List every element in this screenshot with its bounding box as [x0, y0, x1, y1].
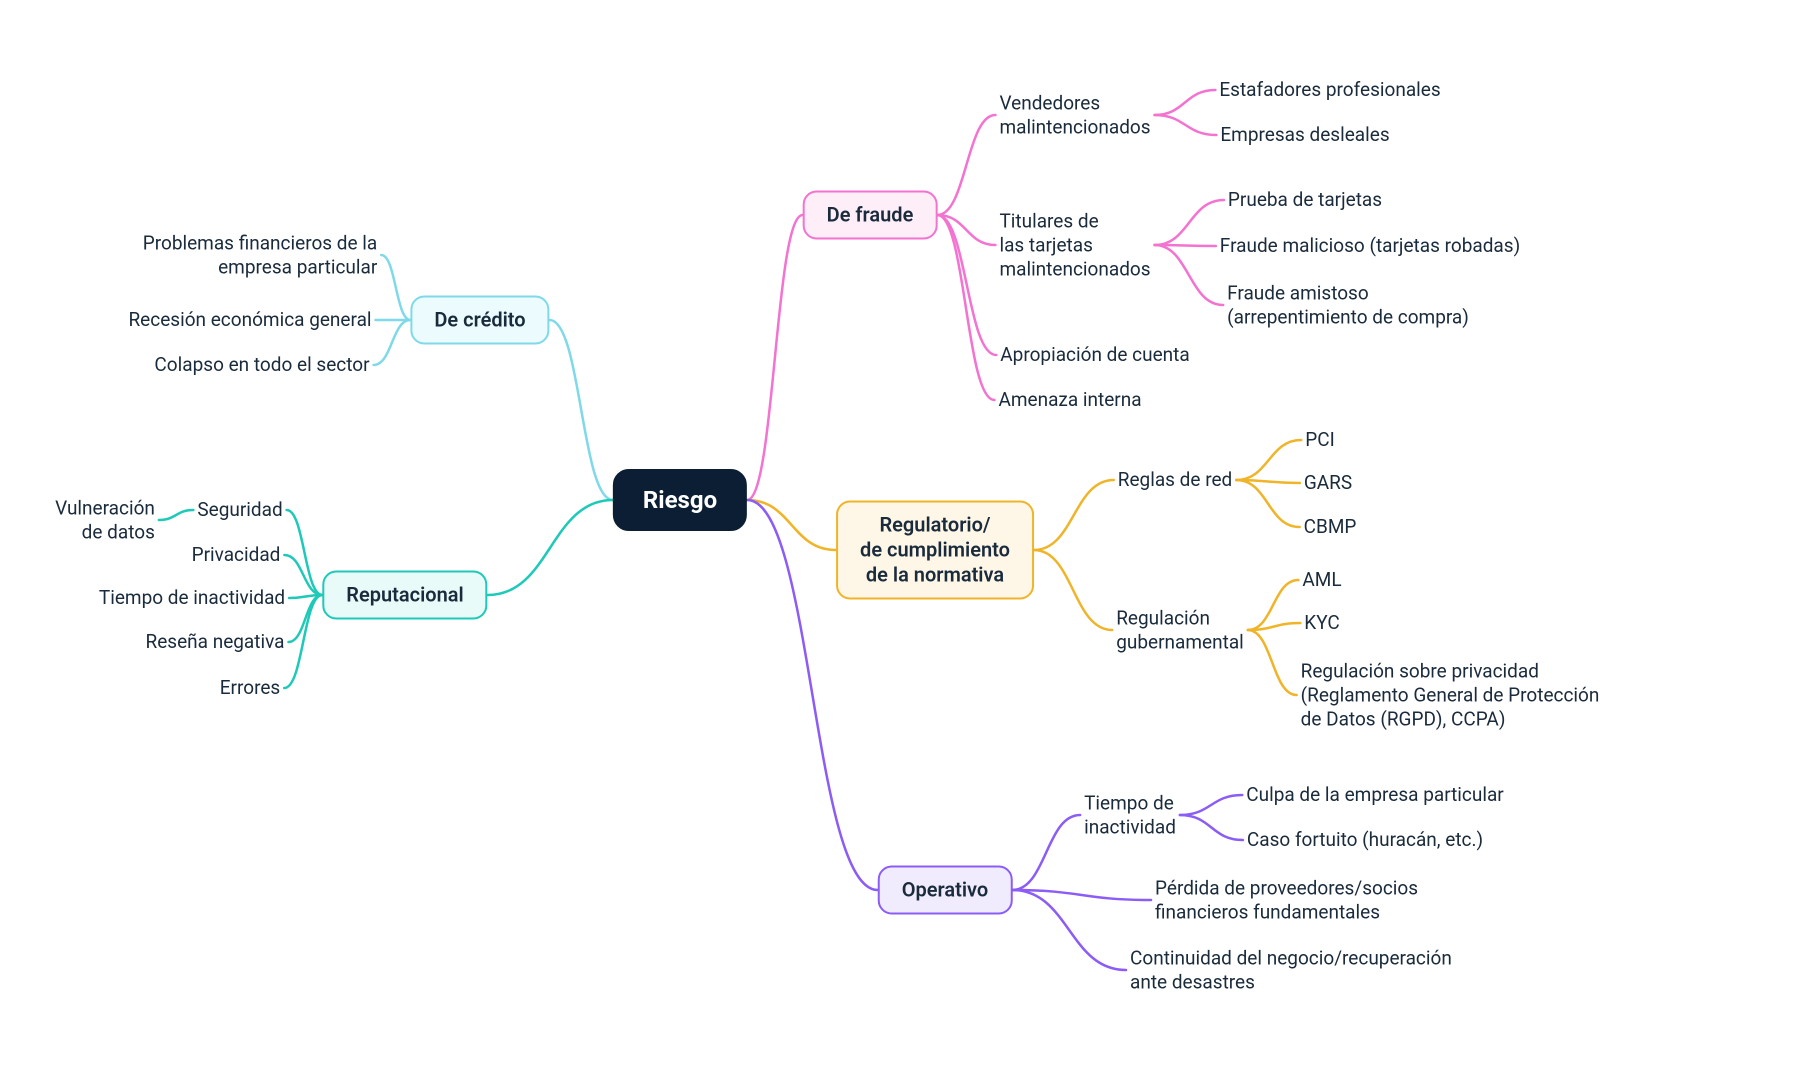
- node-reg-gov-3-label: Regulación sobre privacidad (Reglamento …: [1301, 659, 1600, 730]
- node-credit-1: Problemas financieros de la empresa part…: [143, 231, 378, 279]
- branch-operational-label: Operativo: [902, 878, 989, 902]
- node-fr-card: Titulares de las tarjetas malintencionad…: [999, 209, 1150, 280]
- node-rep-sec-1-label: Vulneración de datos: [55, 496, 155, 543]
- node-rep-down: Tiempo de inactividad: [99, 586, 285, 610]
- node-fr-card-3-label: Fraude amistoso (arrepentimiento de comp…: [1227, 281, 1469, 328]
- branch-reputational: Reputacional: [322, 571, 487, 620]
- node-op-loss-label: Pérdida de proveedores/socios financiero…: [1155, 876, 1418, 923]
- node-fr-vend-1: Estafadores profesionales: [1219, 78, 1440, 102]
- node-credit-3: Colapso en todo el sector: [154, 353, 369, 377]
- node-fr-ins: Amenaza interna: [998, 388, 1141, 412]
- node-reg-net-3-label: CBMP: [1304, 515, 1357, 538]
- node-op-down-1-label: Culpa de la empresa particular: [1246, 783, 1504, 806]
- node-op-bcdr: Continuidad del negocio/recuperación ant…: [1130, 946, 1490, 994]
- node-rep-neg: Reseña negativa: [145, 630, 284, 654]
- node-reg-gov-label: Regulación gubernamental: [1116, 606, 1244, 653]
- node-reg-net-1-label: PCI: [1305, 428, 1335, 451]
- node-fr-vend: Vendedores malintencionados: [999, 91, 1150, 139]
- node-fr-vend-label: Vendedores malintencionados: [999, 91, 1150, 138]
- mindmap-canvas: Riesgo De crédito Problemas financieros de…: [0, 0, 1800, 1078]
- node-rep-err: Errores: [220, 676, 280, 700]
- node-rep-err-label: Errores: [220, 676, 280, 699]
- root-node-label: Riesgo: [643, 486, 717, 514]
- node-reg-gov-2-label: KYC: [1304, 611, 1339, 634]
- node-rep-down-label: Tiempo de inactividad: [99, 586, 285, 609]
- node-reg-net-2-label: GARS: [1304, 471, 1352, 494]
- node-op-bcdr-label: Continuidad del negocio/recuperación ant…: [1130, 946, 1452, 993]
- node-op-down-2-label: Caso fortuito (huracán, etc.): [1247, 828, 1483, 851]
- node-op-loss: Pérdida de proveedores/socios financiero…: [1155, 876, 1515, 924]
- node-rep-neg-label: Reseña negativa: [145, 630, 284, 653]
- node-reg-gov-1-label: AML: [1302, 568, 1341, 591]
- node-op-down-label: Tiempo de inactividad: [1084, 791, 1176, 838]
- node-reg-net-3: CBMP: [1304, 515, 1357, 539]
- branch-fraud-label: De fraude: [827, 203, 914, 227]
- node-fr-acct: Apropiación de cuenta: [1000, 343, 1189, 367]
- node-credit-3-label: Colapso en todo el sector: [154, 353, 369, 376]
- node-fr-card-3: Fraude amistoso (arrepentimiento de comp…: [1227, 281, 1469, 329]
- node-reg-gov-1: AML: [1302, 568, 1341, 592]
- node-fr-card-2-label: Fraude malicioso (tarjetas robadas): [1220, 234, 1520, 257]
- node-op-down-1: Culpa de la empresa particular: [1246, 783, 1504, 807]
- node-fr-acct-label: Apropiación de cuenta: [1000, 343, 1189, 366]
- node-fr-vend-2: Empresas desleales: [1220, 123, 1389, 147]
- node-rep-sec-label: Seguridad: [197, 498, 282, 521]
- branch-fraud: De fraude: [803, 191, 938, 240]
- node-fr-card-2: Fraude malicioso (tarjetas robadas): [1220, 234, 1520, 258]
- branch-operational: Operativo: [878, 866, 1013, 915]
- node-fr-vend-1-label: Estafadores profesionales: [1219, 78, 1440, 101]
- node-reg-gov-3: Regulación sobre privacidad (Reglamento …: [1301, 659, 1600, 730]
- node-reg-net: Reglas de red: [1118, 468, 1232, 492]
- branch-reputational-label: Reputacional: [346, 583, 463, 607]
- node-credit-1-label: Problemas financieros de la empresa part…: [143, 231, 378, 278]
- node-reg-net-2: GARS: [1304, 471, 1352, 495]
- node-fr-vend-2-label: Empresas desleales: [1220, 123, 1389, 146]
- node-fr-ins-label: Amenaza interna: [998, 388, 1141, 411]
- node-rep-priv: Privacidad: [192, 543, 281, 567]
- node-rep-sec-1: Vulneración de datos: [55, 496, 155, 544]
- node-fr-card-label: Titulares de las tarjetas malintencionad…: [999, 209, 1150, 280]
- node-reg-gov-2: KYC: [1304, 611, 1339, 635]
- node-op-down: Tiempo de inactividad: [1084, 791, 1176, 839]
- node-credit-2: Recesión económica general: [128, 308, 371, 332]
- branch-credit-label: De crédito: [434, 308, 525, 332]
- node-reg-net-1: PCI: [1305, 428, 1335, 452]
- branch-regulatory-label: Regulatorio/ de cumplimiento de la norma…: [860, 513, 1010, 587]
- node-reg-gov: Regulación gubernamental: [1116, 606, 1244, 654]
- branch-credit: De crédito: [410, 296, 549, 345]
- node-rep-priv-label: Privacidad: [192, 543, 281, 566]
- node-fr-card-1-label: Prueba de tarjetas: [1228, 188, 1382, 211]
- node-reg-net-label: Reglas de red: [1118, 468, 1232, 491]
- node-rep-sec: Seguridad: [197, 498, 282, 522]
- branch-regulatory: Regulatorio/ de cumplimiento de la norma…: [836, 501, 1034, 600]
- root-node: Riesgo: [613, 469, 747, 531]
- node-fr-card-1: Prueba de tarjetas: [1228, 188, 1382, 212]
- node-credit-2-label: Recesión económica general: [128, 308, 371, 331]
- node-op-down-2: Caso fortuito (huracán, etc.): [1247, 828, 1483, 852]
